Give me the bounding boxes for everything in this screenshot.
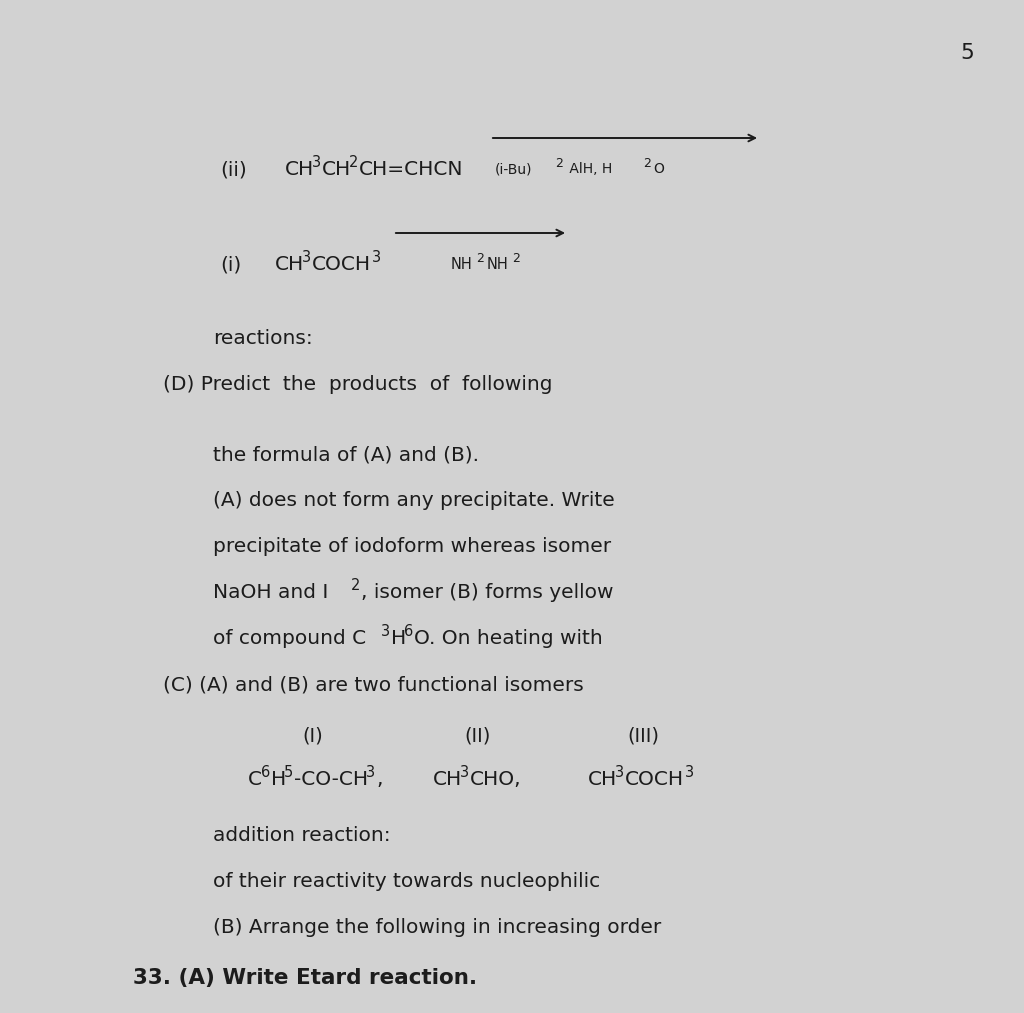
Text: CH=CHCN: CH=CHCN <box>359 160 464 179</box>
Text: 3: 3 <box>366 765 375 780</box>
Text: (III): (III) <box>627 726 659 745</box>
Text: O: O <box>653 162 664 176</box>
Text: CH: CH <box>588 770 617 789</box>
Text: 33. (A) Write Etard reaction.: 33. (A) Write Etard reaction. <box>133 968 477 988</box>
Text: the formula of (A) and (B).: the formula of (A) and (B). <box>213 445 479 464</box>
Text: 2: 2 <box>555 157 563 170</box>
Text: , isomer (B) forms yellow: , isomer (B) forms yellow <box>361 583 613 602</box>
Text: 2: 2 <box>349 155 358 170</box>
Text: 6: 6 <box>261 765 270 780</box>
Text: 3: 3 <box>615 765 624 780</box>
Text: NaOH and I: NaOH and I <box>213 583 329 602</box>
Text: reactions:: reactions: <box>213 329 312 348</box>
Text: NH: NH <box>486 257 508 272</box>
Text: (B) Arrange the following in increasing order: (B) Arrange the following in increasing … <box>213 918 662 937</box>
Text: 2: 2 <box>643 157 651 170</box>
Text: 3: 3 <box>372 250 381 265</box>
Text: CH: CH <box>285 160 314 179</box>
Text: 2: 2 <box>512 252 520 265</box>
Text: (C) (A) and (B) are two functional isomers: (C) (A) and (B) are two functional isome… <box>163 675 584 694</box>
Text: AlH, H: AlH, H <box>565 162 612 176</box>
Text: 6: 6 <box>404 624 414 639</box>
Text: 3: 3 <box>685 765 694 780</box>
Text: 5: 5 <box>961 43 974 63</box>
Text: CH: CH <box>322 160 351 179</box>
Text: O. On heating with: O. On heating with <box>414 629 603 648</box>
Text: (D) Predict  the  products  of  following: (D) Predict the products of following <box>163 375 553 394</box>
Text: H: H <box>391 629 407 648</box>
Text: H: H <box>271 770 287 789</box>
Text: 3: 3 <box>460 765 469 780</box>
Text: COCH: COCH <box>312 255 371 274</box>
Text: addition reaction:: addition reaction: <box>213 826 390 845</box>
Text: NH: NH <box>451 257 472 272</box>
Text: CHO,: CHO, <box>470 770 521 789</box>
Text: 3: 3 <box>312 155 322 170</box>
Text: of their reactivity towards nucleophilic: of their reactivity towards nucleophilic <box>213 872 600 891</box>
Text: (A) does not form any precipitate. Write: (A) does not form any precipitate. Write <box>213 491 614 510</box>
Text: (I): (I) <box>303 726 324 745</box>
Text: 3: 3 <box>302 250 311 265</box>
Text: ,: , <box>376 770 383 789</box>
Text: 2: 2 <box>351 578 360 593</box>
Text: (i): (i) <box>220 255 242 274</box>
Text: precipitate of iodoform whereas isomer: precipitate of iodoform whereas isomer <box>213 537 611 556</box>
Text: 3: 3 <box>381 624 390 639</box>
Text: 5: 5 <box>284 765 293 780</box>
Text: C: C <box>248 770 262 789</box>
Text: 2: 2 <box>476 252 484 265</box>
Text: -CO-CH: -CO-CH <box>294 770 368 789</box>
Text: CH: CH <box>275 255 304 274</box>
Text: COCH: COCH <box>625 770 684 789</box>
Text: of compound C: of compound C <box>213 629 367 648</box>
Text: (II): (II) <box>465 726 492 745</box>
Text: (i-Bu): (i-Bu) <box>495 162 532 176</box>
Text: (ii): (ii) <box>220 160 247 179</box>
Text: CH: CH <box>433 770 462 789</box>
